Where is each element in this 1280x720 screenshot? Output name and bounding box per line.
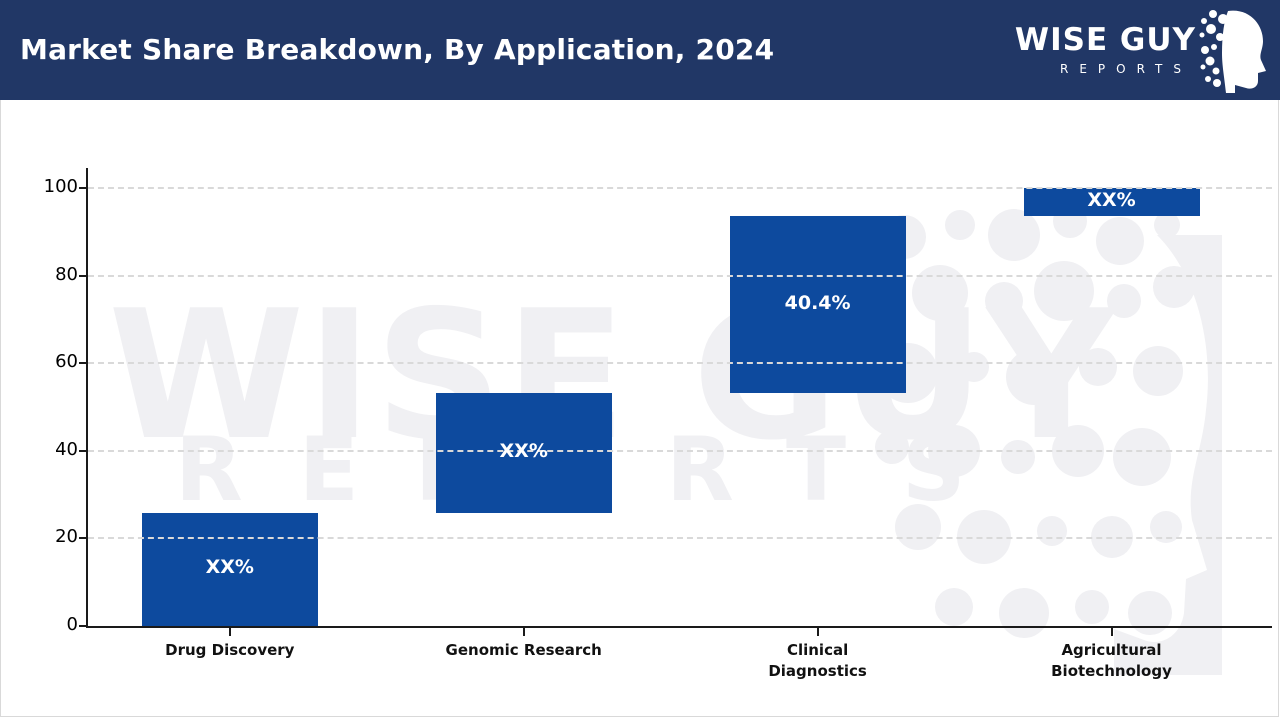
bar-value-label: XX%: [499, 439, 548, 462]
category-label-line: Biotechnology: [1051, 662, 1172, 680]
x-axis-tick: [522, 628, 525, 636]
category-label: Drug Discovery: [100, 640, 360, 661]
y-axis-tick: [79, 187, 88, 189]
category-label-line: Clinical: [786, 641, 849, 659]
gridline: [88, 274, 1272, 277]
category-label: Clinical Diagnostics: [688, 640, 948, 682]
y-axis-tick-label: 40: [55, 438, 78, 460]
bar-genomic-research: [435, 392, 612, 513]
header-bar: Market Share Breakdown, By Application, …: [0, 0, 1280, 100]
y-axis-tick: [79, 362, 88, 365]
y-axis-tick: [79, 625, 88, 627]
category-label-line: Drug Discovery: [165, 641, 295, 659]
bar-agricultural-biotechnology: [1023, 188, 1200, 217]
y-axis-tick-label: 0: [66, 614, 78, 635]
x-axis-line: [86, 626, 1272, 628]
y-axis-tick: [79, 449, 88, 452]
brand-name: WISE GUY: [1014, 22, 1196, 58]
category-label-line: Diagnostics: [768, 662, 867, 680]
gridline: [88, 362, 1272, 365]
y-axis-tick-label: 80: [55, 263, 78, 285]
y-axis-tick: [79, 274, 88, 277]
page-title: Market Share Breakdown, By Application, …: [20, 33, 775, 66]
gridline: [88, 187, 1272, 189]
bar-drug-discovery: [141, 512, 318, 626]
x-axis-tick: [816, 628, 819, 636]
gridline: [88, 537, 1272, 540]
y-axis-tick-label: 60: [55, 351, 78, 373]
category-label-line: Agricultural: [1061, 641, 1162, 659]
y-axis-tick-label: 100: [43, 176, 78, 197]
x-axis-tick: [1110, 628, 1113, 636]
x-axis-tick: [228, 628, 231, 636]
gridline: [88, 449, 1272, 452]
category-label-line: Genomic Research: [445, 641, 602, 659]
bar-value-label: 40.4%: [784, 291, 851, 314]
brand-head-icon: [1199, 10, 1266, 93]
brand-logo: WISE GUY REPORTS: [1014, 0, 1268, 100]
category-label: Genomic Research: [394, 640, 654, 661]
y-axis-tick-label: 20: [55, 526, 78, 548]
bar-value-label: XX%: [1087, 189, 1136, 212]
category-label: Agricultural Biotechnology: [982, 640, 1242, 682]
bar-value-label: XX%: [205, 556, 254, 579]
y-axis-line: [86, 168, 88, 628]
brand-tagline: REPORTS: [1059, 62, 1192, 76]
y-axis-tick: [79, 537, 88, 540]
